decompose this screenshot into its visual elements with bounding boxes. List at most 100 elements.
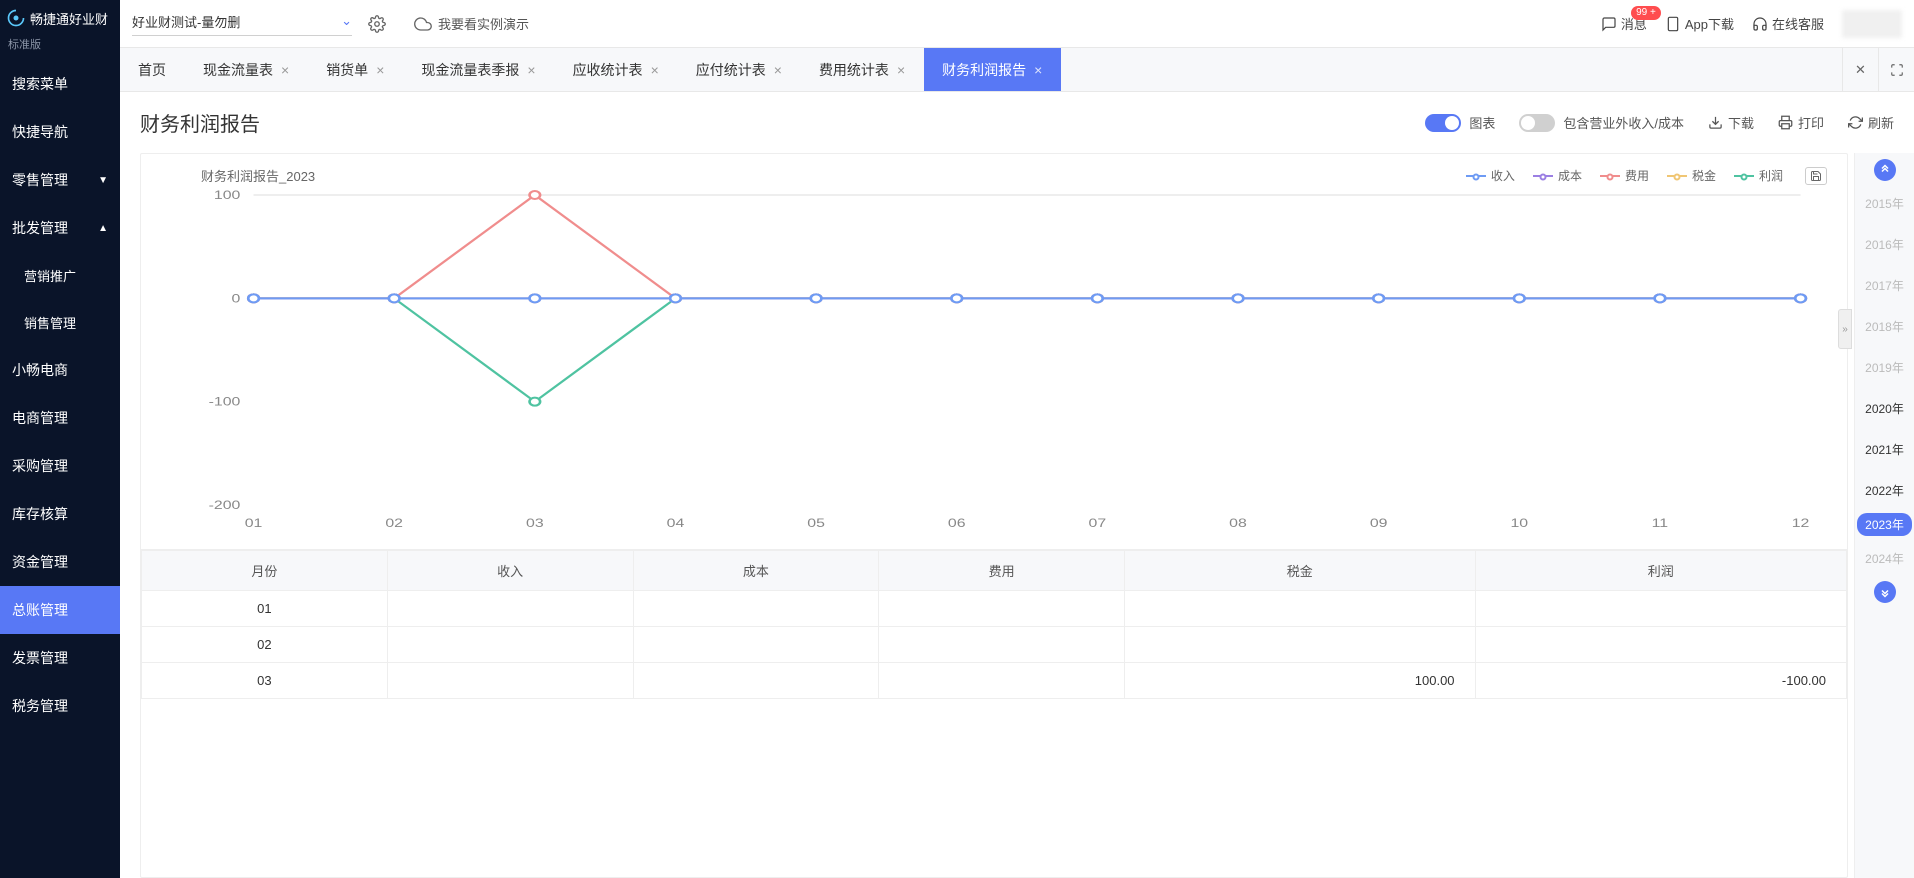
chart-toggle-switch[interactable]: [1425, 114, 1461, 132]
legend-label: 收入: [1491, 167, 1515, 184]
svg-text:100: 100: [214, 188, 241, 202]
tab-label: 应收统计表: [573, 60, 643, 80]
app-download-label: App下载: [1685, 14, 1734, 33]
tab-close-icon[interactable]: ×: [281, 62, 289, 78]
tab-close-icon[interactable]: ×: [897, 62, 905, 78]
tab-close-icon[interactable]: ×: [376, 62, 384, 78]
tab-close-icon[interactable]: ×: [1034, 62, 1042, 78]
tab-2[interactable]: 销货单×: [308, 48, 403, 91]
sidebar-item-7[interactable]: 电商管理: [0, 394, 120, 442]
tab-label: 现金流量表季报: [421, 60, 519, 80]
nav-list: 搜索菜单快捷导航零售管理▼批发管理▲营销推广销售管理小畅电商电商管理采购管理库存…: [0, 60, 120, 878]
svg-text:-100: -100: [209, 395, 241, 409]
settings-gear-icon[interactable]: [368, 15, 386, 33]
legend-item[interactable]: 收入: [1466, 167, 1515, 184]
brand-logo-icon: [6, 8, 26, 28]
chart-toggle[interactable]: 图表: [1425, 113, 1495, 132]
tab-label: 首页: [138, 60, 166, 80]
table-header: 收入: [387, 551, 633, 591]
tab-3[interactable]: 现金流量表季报 ×: [403, 48, 554, 91]
year-panel-collapse-icon[interactable]: »: [1838, 309, 1852, 349]
tab-6[interactable]: 费用统计表×: [801, 48, 924, 91]
environment-name: 好业财测试-量勿删: [132, 12, 240, 31]
chart-area: 财务利润报告_2023 收入成本费用税金利润 -200-100010001020…: [141, 154, 1847, 543]
brand: 畅捷通好业财: [0, 0, 120, 36]
svg-text:-200: -200: [209, 498, 241, 512]
profit-table: 月份收入成本费用税金利润010203100.00-100.00: [141, 549, 1847, 877]
tab-4[interactable]: 应收统计表 ×: [555, 48, 678, 91]
sidebar-item-13[interactable]: 税务管理: [0, 682, 120, 730]
year-item[interactable]: 2021年: [1865, 431, 1904, 468]
sidebar-item-1[interactable]: 快捷导航: [0, 108, 120, 156]
table-cell: [879, 591, 1125, 627]
sidebar-item-8[interactable]: 采购管理: [0, 442, 120, 490]
topbar: 好业财测试-量勿删 ⌄ 我要看实例演示 消息 99 +: [120, 0, 1914, 48]
sidebar: 畅捷通好业财 标准版 搜索菜单快捷导航零售管理▼批发管理▲营销推广销售管理小畅电…: [0, 0, 120, 878]
headset-icon: [1752, 16, 1768, 32]
sidebar-item-2[interactable]: 零售管理▼: [0, 156, 120, 204]
tab-close-all-button[interactable]: ✕: [1842, 48, 1878, 91]
year-scroll-up-icon[interactable]: [1874, 159, 1896, 181]
refresh-button[interactable]: 刷新: [1848, 113, 1894, 132]
legend-marker-icon: [1740, 173, 1747, 180]
sidebar-item-label: 搜索菜单: [12, 74, 68, 94]
sidebar-item-3[interactable]: 批发管理▲: [0, 204, 120, 252]
extra-toggle-switch[interactable]: [1519, 114, 1555, 132]
tab-label: 财务利润报告: [942, 60, 1026, 80]
legend-item[interactable]: 利润: [1734, 167, 1783, 184]
year-scroll-down-icon[interactable]: [1874, 581, 1896, 603]
messages-badge: 99 +: [1631, 6, 1661, 20]
sidebar-item-label: 税务管理: [12, 696, 68, 716]
app-download-button[interactable]: App下载: [1665, 14, 1734, 33]
tab-5[interactable]: 应付统计表×: [678, 48, 801, 91]
tab-1[interactable]: 现金流量表×: [185, 48, 308, 91]
chart-save-icon[interactable]: [1805, 167, 1827, 185]
year-item[interactable]: 2023年: [1857, 513, 1912, 536]
sidebar-item-12[interactable]: 发票管理: [0, 634, 120, 682]
svg-text:09: 09: [1370, 516, 1388, 530]
brand-edition: 标准版: [0, 36, 120, 60]
sidebar-item-0[interactable]: 搜索菜单: [0, 60, 120, 108]
legend-line-icon: [1667, 175, 1687, 177]
year-item: 2024年: [1865, 540, 1904, 577]
demo-link[interactable]: 我要看实例演示: [414, 14, 529, 33]
legend-marker-icon: [1539, 173, 1546, 180]
tab-7[interactable]: 财务利润报告 ×: [924, 48, 1061, 91]
table-cell: [387, 591, 633, 627]
tab-0[interactable]: 首页: [120, 48, 185, 91]
tab-close-icon[interactable]: ×: [527, 62, 535, 78]
tab-close-icon[interactable]: ×: [774, 62, 782, 78]
support-button[interactable]: 在线客服: [1752, 14, 1824, 33]
sidebar-item-label: 零售管理: [12, 170, 68, 190]
legend-item[interactable]: 税金: [1667, 167, 1716, 184]
page-title: 财务利润报告: [140, 108, 260, 137]
tab-close-icon[interactable]: ×: [651, 62, 659, 78]
tab-bar: 首页现金流量表×销货单×现金流量表季报×应收统计表×应付统计表×费用统计表×财务…: [120, 48, 1914, 92]
print-button[interactable]: 打印: [1778, 113, 1824, 132]
user-avatar[interactable]: [1842, 10, 1902, 38]
year-item[interactable]: 2020年: [1865, 390, 1904, 427]
refresh-label: 刷新: [1868, 113, 1894, 132]
year-item: 2015年: [1865, 185, 1904, 222]
refresh-icon: [1848, 115, 1863, 130]
table-cell: 03: [142, 663, 388, 699]
legend-item[interactable]: 成本: [1533, 167, 1582, 184]
legend-item[interactable]: 费用: [1600, 167, 1649, 184]
messages-button[interactable]: 消息 99 +: [1601, 14, 1647, 33]
sidebar-item-5[interactable]: 销售管理: [0, 299, 120, 346]
tab-fullscreen-button[interactable]: [1878, 48, 1914, 91]
svg-text:10: 10: [1510, 516, 1528, 530]
sidebar-item-9[interactable]: 库存核算: [0, 490, 120, 538]
year-item: 2016年: [1865, 226, 1904, 263]
extra-toggle[interactable]: 包含营业外收入/成本: [1519, 113, 1684, 132]
environment-selector[interactable]: 好业财测试-量勿删 ⌄: [132, 12, 352, 36]
sidebar-item-10[interactable]: 资金管理: [0, 538, 120, 586]
download-button[interactable]: 下载: [1708, 113, 1754, 132]
legend-label: 费用: [1625, 167, 1649, 184]
sidebar-item-4[interactable]: 营销推广: [0, 252, 120, 299]
sidebar-item-label: 快捷导航: [12, 122, 68, 142]
year-item[interactable]: 2022年: [1865, 472, 1904, 509]
table-cell: [633, 591, 879, 627]
sidebar-item-11[interactable]: 总账管理: [0, 586, 120, 634]
sidebar-item-6[interactable]: 小畅电商: [0, 346, 120, 394]
